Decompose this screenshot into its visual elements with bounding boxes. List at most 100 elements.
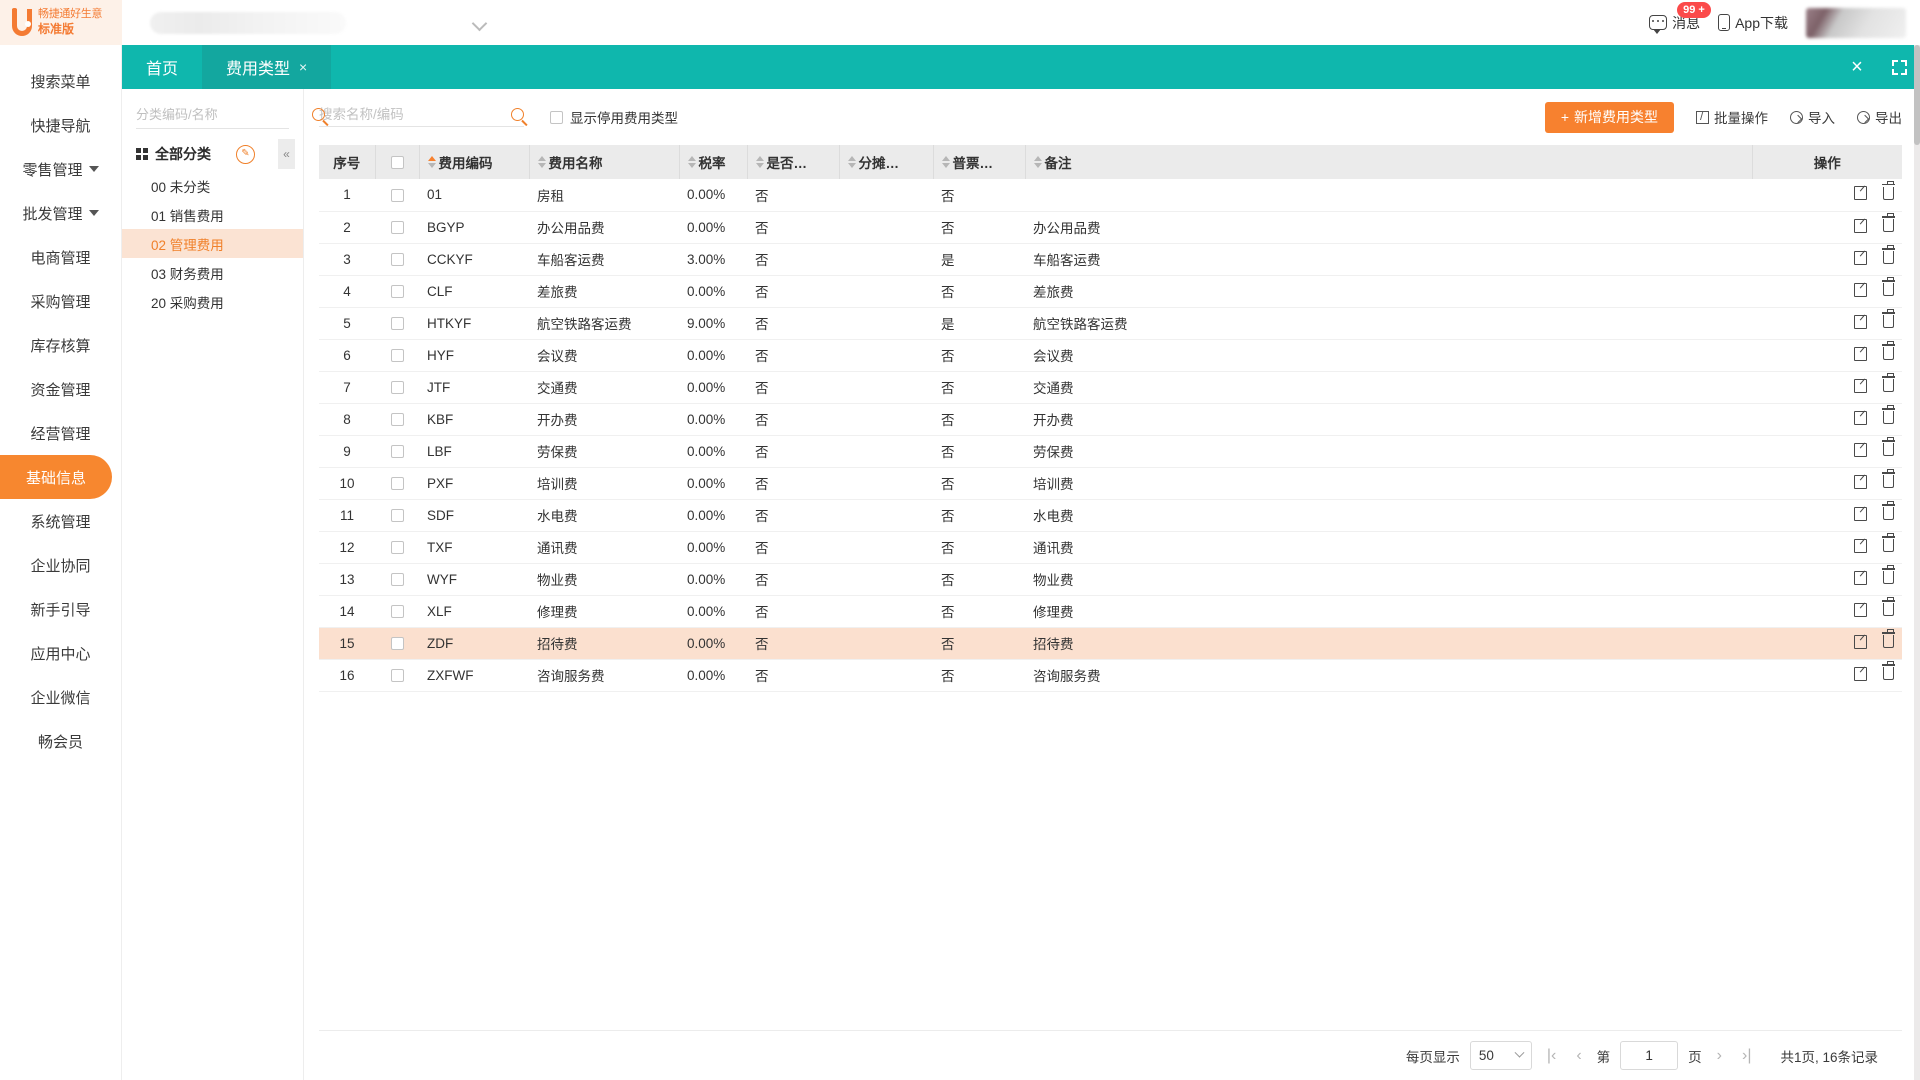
row-checkbox[interactable] [375,499,419,532]
checkbox-box[interactable] [390,637,404,651]
row-edit-icon[interactable] [1854,186,1867,203]
sidebar-item-5[interactable]: 采购管理 [0,279,121,323]
row-delete-icon[interactable] [1882,469,1895,491]
row-checkbox[interactable] [375,275,419,308]
checkbox-box[interactable] [390,445,404,459]
import-button[interactable]: 导入 [1790,107,1835,127]
category-item-2[interactable]: 02 管理费用 [122,229,303,258]
row-checkbox[interactable] [375,243,419,276]
checkbox-box[interactable] [390,605,404,619]
sidebar-item-8[interactable]: 经营管理 [0,411,121,455]
sort-icon[interactable] [755,156,764,168]
checkbox-box[interactable] [390,669,404,683]
sidebar-item-14[interactable]: 企业微信 [0,675,121,719]
row-delete-icon[interactable] [1882,180,1895,203]
table-row[interactable]: 16 ZXFWF 咨询服务费 0.00% 否否咨询服务费 [319,659,1902,692]
table-row[interactable]: 3 CCKYF 车船客运费 3.00% 否是车船客运费 [319,243,1902,276]
row-delete-icon[interactable] [1882,245,1895,267]
row-edit-icon[interactable] [1854,570,1867,588]
sort-icon[interactable] [537,156,546,168]
messages-button[interactable]: 消息 99 + [1649,1,1711,34]
batch-operation-button[interactable]: 批量操作 [1696,107,1768,127]
next-page-icon[interactable]: › [1716,1046,1722,1064]
row-edit-icon[interactable] [1854,218,1867,236]
table-row[interactable]: 4 CLF 差旅费 0.00% 否否差旅费 [319,275,1902,308]
sidebar-item-11[interactable]: 企业协同 [0,543,121,587]
col-header-isdef[interactable]: 是否… [747,145,840,179]
cell-act[interactable] [1752,211,1902,244]
row-edit-icon[interactable] [1854,442,1867,460]
sidebar-item-7[interactable]: 资金管理 [0,367,121,411]
edit-pencil-icon[interactable]: ✎ [236,144,255,164]
row-checkbox[interactable] [375,403,419,436]
checkbox-box[interactable] [390,477,404,491]
row-delete-icon[interactable] [1882,533,1895,555]
row-delete-icon[interactable] [1882,373,1895,395]
row-checkbox[interactable] [375,563,419,596]
category-item-0[interactable]: 00 未分类 [151,179,211,195]
row-edit-icon[interactable] [1854,378,1867,396]
sidebar-item-3[interactable]: 批发管理 [0,191,121,235]
chevron-down-icon[interactable] [471,15,488,32]
show-disabled-checkbox[interactable]: 显示停用费用类型 [550,107,678,127]
collapse-left-icon[interactable]: « [278,139,295,169]
cell-act[interactable] [1752,467,1902,500]
sort-icon[interactable] [427,156,436,168]
category-search-input[interactable] [136,107,312,122]
table-row[interactable]: 9 LBF 劳保费 0.00% 否否劳保费 [319,435,1902,468]
row-delete-icon[interactable] [1882,661,1895,683]
page-number-input[interactable] [1620,1041,1679,1070]
sidebar-item-2[interactable]: 零售管理 [0,147,121,191]
cell-act[interactable] [1752,275,1902,308]
row-edit-icon[interactable] [1854,538,1867,556]
table-row[interactable]: 1 01 房租 0.00% 否否 [319,179,1902,212]
table-row[interactable]: 5 HTKYF 航空铁路客运费 9.00% 否是航空铁路客运费 [319,307,1902,340]
record-search-input[interactable] [319,107,511,122]
company-selector[interactable] [122,0,1649,45]
col-header-share[interactable]: 分摊… [839,145,934,179]
checkbox-box[interactable] [390,413,404,427]
table-row[interactable]: 11 SDF 水电费 0.00% 否否水电费 [319,499,1902,532]
cell-act[interactable] [1752,499,1902,532]
col-header-rate[interactable]: 税率 [679,145,748,179]
row-delete-icon[interactable] [1882,213,1895,235]
add-expense-type-button[interactable]: + 新增费用类型 [1544,101,1674,133]
export-button[interactable]: 导出 [1857,107,1902,127]
row-checkbox[interactable] [375,595,419,628]
sidebar-item-4[interactable]: 电商管理 [0,235,121,279]
row-checkbox[interactable] [375,179,419,212]
cell-act[interactable] [1752,179,1902,212]
checkbox-box[interactable] [390,381,404,395]
sidebar-item-12[interactable]: 新手引导 [0,587,121,631]
col-header-code[interactable]: 费用编码 [419,145,530,179]
checkbox-box[interactable] [390,253,404,267]
row-checkbox[interactable] [375,531,419,564]
window-expand-button[interactable] [1878,45,1920,89]
row-edit-icon[interactable] [1854,346,1867,364]
category-all-row[interactable]: 全部分类 ✎ « [122,137,303,171]
select-all-checkbox[interactable] [390,155,404,169]
category-search[interactable] [136,107,325,129]
row-delete-icon[interactable] [1882,309,1895,331]
avatar[interactable] [1806,7,1906,38]
col-header-name[interactable]: 费用名称 [529,145,680,179]
checkbox-box[interactable] [390,349,404,363]
category-item-3[interactable]: 03 财务费用 [151,266,224,282]
row-edit-icon[interactable] [1854,602,1867,620]
row-delete-icon[interactable] [1882,437,1895,459]
cell-act[interactable] [1752,339,1902,372]
cell-act[interactable] [1752,403,1902,436]
row-checkbox[interactable] [375,659,419,692]
category-item-1[interactable]: 01 销售费用 [151,208,224,224]
table-row[interactable]: 2 BGYP 办公用品费 0.00% 否否办公用品费 [319,211,1902,244]
sidebar-item-1[interactable]: 快捷导航 [0,103,121,147]
window-close-button[interactable]: × [1851,56,1863,78]
table-row[interactable]: 14 XLF 修理费 0.00% 否否修理费 [319,595,1902,628]
row-edit-icon[interactable] [1854,282,1867,300]
prev-page-icon[interactable]: ‹ [1576,1046,1582,1064]
cell-act[interactable] [1752,659,1902,692]
row-edit-icon[interactable] [1854,506,1867,524]
row-edit-icon[interactable] [1854,314,1867,332]
table-row[interactable]: 13 WYF 物业费 0.00% 否否物业费 [319,563,1902,596]
sidebar-item-0[interactable]: 搜索菜单 [0,59,121,103]
